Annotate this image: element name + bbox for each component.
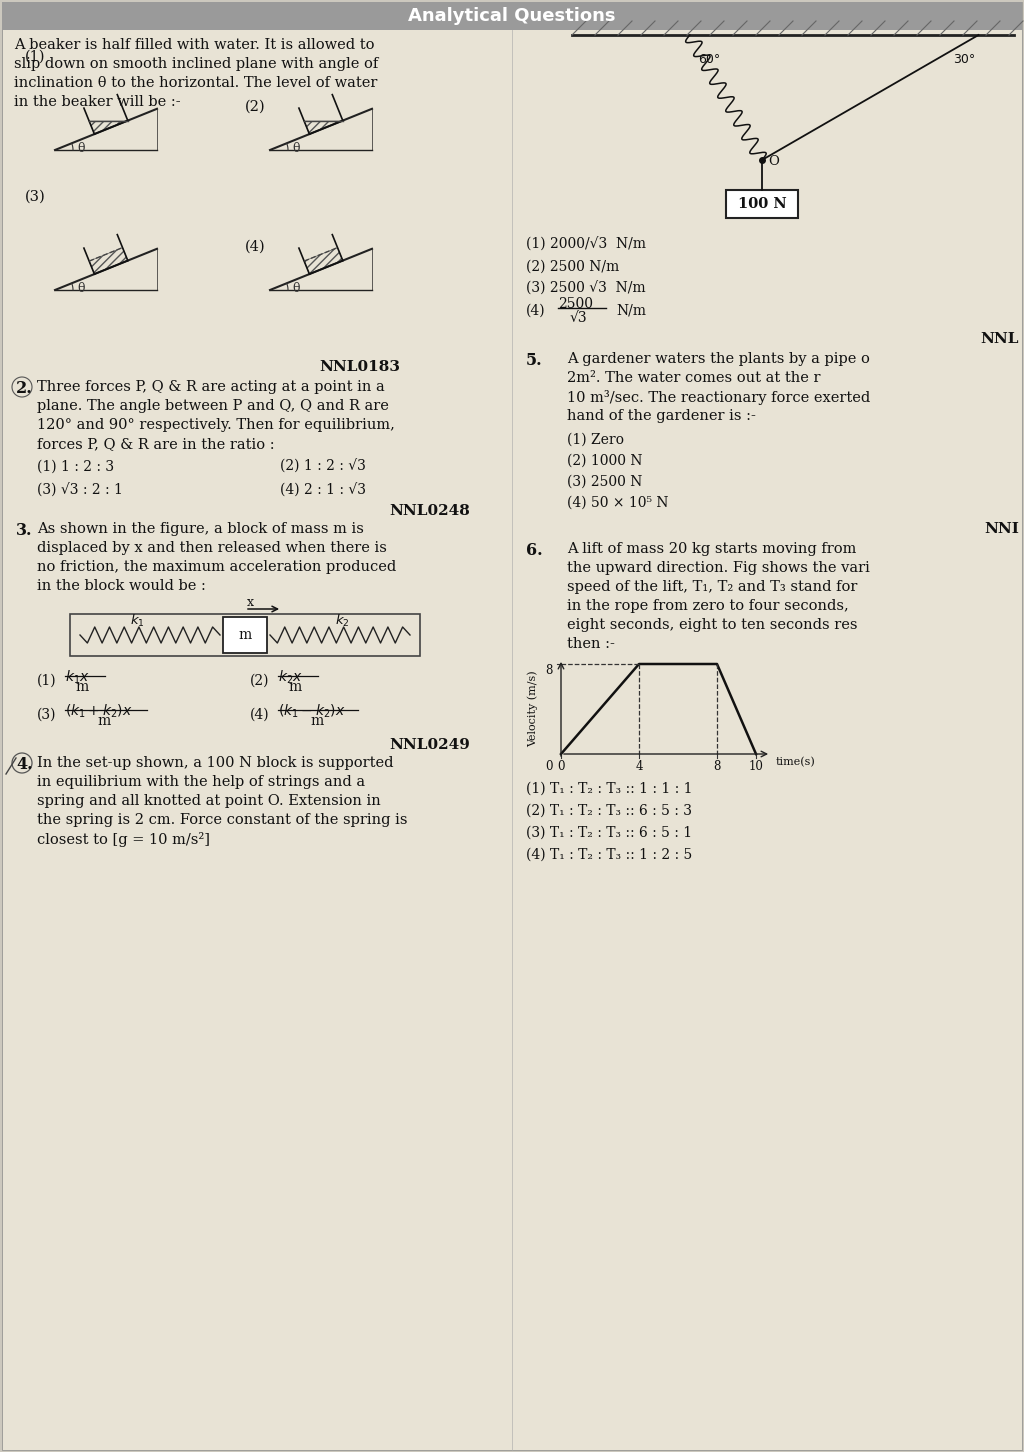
- Text: (3): (3): [37, 709, 56, 722]
- Text: inclination θ to the horizontal. The level of water: inclination θ to the horizontal. The lev…: [14, 76, 378, 90]
- Text: 2m². The water comes out at the r: 2m². The water comes out at the r: [567, 372, 820, 385]
- Text: 2.: 2.: [16, 380, 33, 396]
- Text: 8: 8: [546, 664, 553, 677]
- Text: 100 N: 100 N: [737, 197, 786, 211]
- Text: 5.: 5.: [526, 351, 543, 369]
- Text: A beaker is half filled with water. It is allowed to: A beaker is half filled with water. It i…: [14, 38, 375, 52]
- Text: closest to [g = 10 m/s²]: closest to [g = 10 m/s²]: [37, 832, 210, 847]
- Text: $(k_1 - k_2)x$: $(k_1 - k_2)x$: [278, 703, 345, 720]
- Text: time(s): time(s): [776, 756, 816, 767]
- Text: (1) 2000/√3  N/m: (1) 2000/√3 N/m: [526, 238, 646, 253]
- Text: $(k_1 + k_2)x$: $(k_1 + k_2)x$: [65, 703, 132, 720]
- Text: 8: 8: [714, 759, 721, 772]
- Text: in equilibrium with the help of strings and a: in equilibrium with the help of strings …: [37, 775, 366, 788]
- Text: in the beaker will be :-: in the beaker will be :-: [14, 94, 180, 109]
- Text: 0: 0: [546, 759, 553, 772]
- Text: As shown in the figure, a block of mass m is: As shown in the figure, a block of mass …: [37, 523, 364, 536]
- Text: 2500: 2500: [558, 298, 593, 311]
- Text: m: m: [75, 680, 88, 694]
- Text: then :-: then :-: [567, 637, 614, 650]
- Text: no friction, the maximum acceleration produced: no friction, the maximum acceleration pr…: [37, 560, 396, 574]
- Text: NNL0249: NNL0249: [389, 738, 470, 752]
- Text: 10: 10: [749, 759, 764, 772]
- Bar: [223, 617, 267, 653]
- Text: in the block would be :: in the block would be :: [37, 579, 206, 592]
- Text: (1) 1 : 2 : 3: (1) 1 : 2 : 3: [37, 460, 114, 473]
- Text: 4: 4: [635, 759, 643, 772]
- Text: m: m: [97, 714, 111, 727]
- Text: (4): (4): [250, 709, 269, 722]
- Text: O: O: [768, 155, 779, 168]
- Text: Analytical Questions: Analytical Questions: [409, 7, 615, 25]
- Text: (4) 50 × 10⁵ N: (4) 50 × 10⁵ N: [567, 497, 669, 510]
- Text: (1): (1): [37, 674, 56, 688]
- Text: the spring is 2 cm. Force constant of the spring is: the spring is 2 cm. Force constant of th…: [37, 813, 408, 828]
- Text: $k_1$: $k_1$: [130, 613, 144, 629]
- Bar: [70, 614, 420, 656]
- Text: $k_1 x$: $k_1 x$: [65, 669, 90, 687]
- Text: (2): (2): [250, 674, 269, 688]
- Text: 0: 0: [557, 759, 565, 772]
- Bar: [2, 1, 1022, 30]
- Text: Velocity (m/s): Velocity (m/s): [527, 671, 539, 748]
- Text: displaced by x and then released when there is: displaced by x and then released when th…: [37, 542, 387, 555]
- Text: x: x: [247, 595, 254, 608]
- Text: θ: θ: [77, 282, 85, 295]
- Text: eight seconds, eight to ten seconds res: eight seconds, eight to ten seconds res: [567, 619, 857, 632]
- Text: NNL0248: NNL0248: [389, 504, 470, 518]
- Text: A lift of mass 20 kg starts moving from: A lift of mass 20 kg starts moving from: [567, 542, 856, 556]
- Text: (2) 1000 N: (2) 1000 N: [567, 454, 642, 468]
- Text: 120° and 90° respectively. Then for equilibrium,: 120° and 90° respectively. Then for equi…: [37, 418, 395, 433]
- Text: the upward direction. Fig shows the vari: the upward direction. Fig shows the vari: [567, 560, 869, 575]
- Bar: [726, 190, 798, 218]
- Text: (3) T₁ : T₂ : T₃ :: 6 : 5 : 1: (3) T₁ : T₂ : T₃ :: 6 : 5 : 1: [526, 826, 692, 841]
- Text: spring and all knotted at point O. Extension in: spring and all knotted at point O. Exten…: [37, 794, 381, 807]
- Text: hand of the gardener is :-: hand of the gardener is :-: [567, 409, 756, 423]
- Text: in the rope from zero to four seconds,: in the rope from zero to four seconds,: [567, 600, 849, 613]
- Text: 3.: 3.: [16, 523, 33, 539]
- Text: 6.: 6.: [526, 542, 543, 559]
- Text: (2) T₁ : T₂ : T₃ :: 6 : 5 : 3: (2) T₁ : T₂ : T₃ :: 6 : 5 : 3: [526, 804, 692, 817]
- Text: (4): (4): [526, 303, 546, 318]
- Text: Three forces P, Q & R are acting at a point in a: Three forces P, Q & R are acting at a po…: [37, 380, 385, 393]
- Text: forces P, Q & R are in the ratio :: forces P, Q & R are in the ratio :: [37, 437, 274, 452]
- Text: m: m: [288, 680, 301, 694]
- Text: θ: θ: [77, 142, 85, 155]
- Text: NNL: NNL: [981, 333, 1019, 346]
- Text: (4) 2 : 1 : √3: (4) 2 : 1 : √3: [280, 484, 366, 498]
- Text: (4): (4): [245, 240, 265, 254]
- Text: (1) Zero: (1) Zero: [567, 433, 624, 447]
- Text: 4.: 4.: [16, 756, 33, 772]
- Text: (2) 2500 N/m: (2) 2500 N/m: [526, 260, 620, 274]
- Text: (4) T₁ : T₂ : T₃ :: 1 : 2 : 5: (4) T₁ : T₂ : T₃ :: 1 : 2 : 5: [526, 848, 692, 862]
- Text: (3) 2500 N: (3) 2500 N: [567, 475, 642, 489]
- Text: (3) √3 : 2 : 1: (3) √3 : 2 : 1: [37, 484, 123, 498]
- Text: (3) 2500 √3  N/m: (3) 2500 √3 N/m: [526, 282, 645, 296]
- Text: NNL0183: NNL0183: [319, 360, 400, 375]
- Text: $k_2 x$: $k_2 x$: [278, 669, 303, 687]
- Text: In the set-up shown, a 100 N block is supported: In the set-up shown, a 100 N block is su…: [37, 756, 393, 770]
- Text: √3: √3: [570, 311, 588, 325]
- Text: (3): (3): [25, 190, 46, 203]
- Text: $k_2$: $k_2$: [335, 613, 350, 629]
- Text: (2): (2): [245, 100, 265, 115]
- Text: (1): (1): [25, 49, 45, 64]
- Text: NNI: NNI: [984, 523, 1019, 536]
- Text: slip down on smooth inclined plane with angle of: slip down on smooth inclined plane with …: [14, 57, 378, 71]
- Text: speed of the lift, T₁, T₂ and T₃ stand for: speed of the lift, T₁, T₂ and T₃ stand f…: [567, 579, 857, 594]
- Text: 60°: 60°: [697, 54, 720, 65]
- Text: N/m: N/m: [616, 303, 646, 318]
- Text: plane. The angle between P and Q, Q and R are: plane. The angle between P and Q, Q and …: [37, 399, 389, 412]
- Text: (2) 1 : 2 : √3: (2) 1 : 2 : √3: [280, 460, 366, 475]
- Text: θ: θ: [292, 142, 299, 155]
- Text: 10 m³/sec. The reactionary force exerted: 10 m³/sec. The reactionary force exerted: [567, 391, 870, 405]
- Text: 30°: 30°: [953, 54, 976, 65]
- Text: m: m: [239, 629, 252, 642]
- Text: (1) T₁ : T₂ : T₃ :: 1 : 1 : 1: (1) T₁ : T₂ : T₃ :: 1 : 1 : 1: [526, 783, 692, 796]
- Text: m: m: [310, 714, 324, 727]
- Text: θ: θ: [292, 282, 299, 295]
- Text: A gardener waters the plants by a pipe o: A gardener waters the plants by a pipe o: [567, 351, 869, 366]
